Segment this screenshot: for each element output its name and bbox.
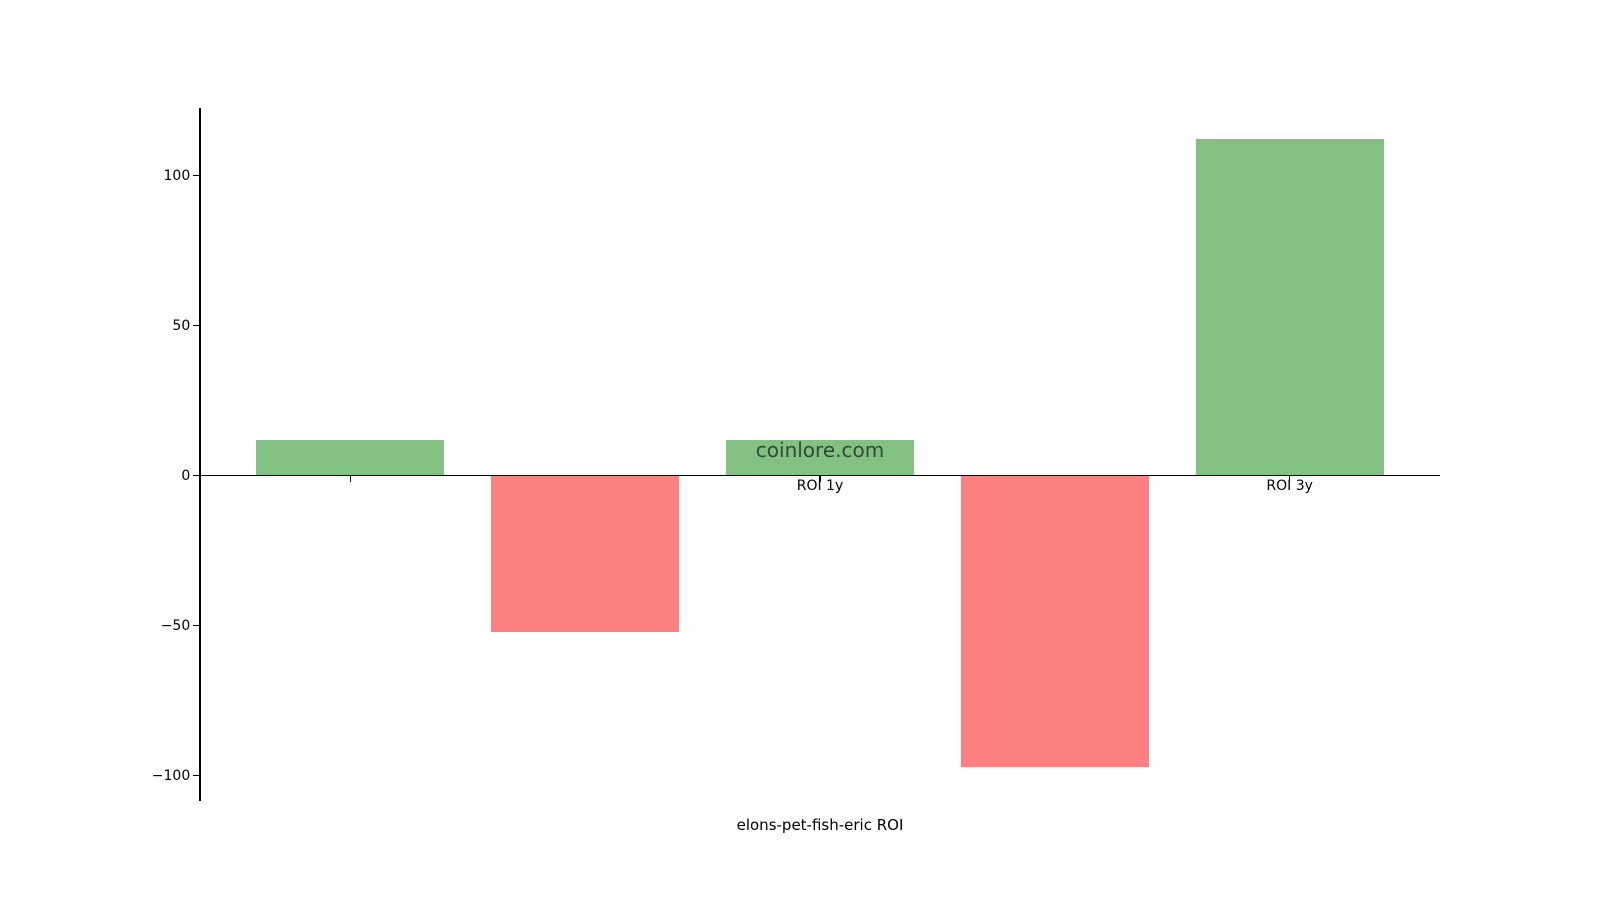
x-tick-label: ROI 1y — [796, 478, 844, 494]
bar-positive — [256, 439, 445, 476]
x-axis-line — [200, 474, 1440, 477]
y-tick — [193, 324, 200, 327]
y-tick — [193, 474, 200, 477]
bar-positive — [1195, 138, 1384, 476]
y-tick — [193, 174, 200, 177]
y-axis-spine — [199, 108, 201, 801]
y-tick-label: −50 — [160, 617, 191, 634]
bar-negative — [491, 475, 680, 633]
watermark-text: coinlore.com — [755, 438, 885, 462]
x-tick — [349, 475, 352, 482]
chart-title: elons-pet-fish-eric ROI — [736, 816, 904, 834]
y-tick-label: 0 — [181, 467, 191, 484]
bar-negative — [960, 475, 1149, 768]
y-tick — [193, 774, 200, 777]
x-tick — [819, 475, 821, 482]
x-tick — [1288, 475, 1291, 482]
y-tick-label: 100 — [163, 167, 191, 184]
y-tick-label: 50 — [172, 317, 191, 334]
y-tick — [193, 624, 200, 627]
y-tick-label: −100 — [151, 767, 191, 784]
bar-positive — [726, 440, 914, 476]
x-tick-label: ROI 3y — [1266, 478, 1313, 494]
